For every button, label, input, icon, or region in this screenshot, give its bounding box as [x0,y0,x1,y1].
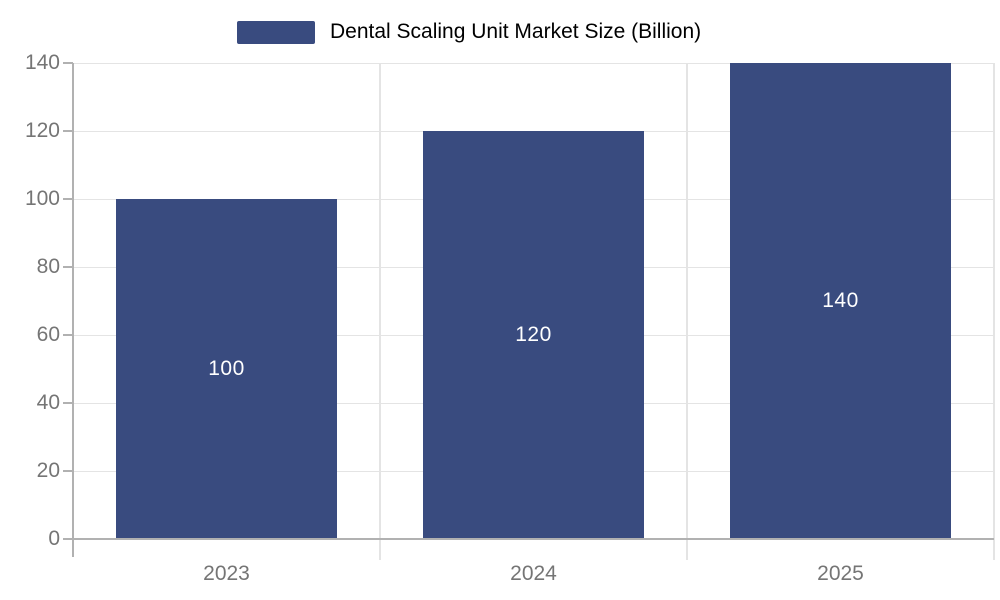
bar-2024[interactable] [423,131,644,539]
x-tick-label: 2023 [203,562,250,585]
y-tick-label: 20 [36,459,60,482]
bar-value-label: 120 [515,323,552,346]
legend-item[interactable]: Dental Scaling Unit Market Size (Billion… [237,20,701,44]
legend-swatch [237,20,315,44]
bar-2023[interactable] [116,199,337,539]
y-tick [63,470,73,472]
y-tick [63,538,73,540]
y-tick [63,266,73,268]
y-tick-label: 100 [24,187,60,210]
v-gridline [379,63,381,560]
y-tick [63,198,73,200]
bar-2025[interactable] [730,63,951,539]
y-tick [63,62,73,64]
x-tick-label: 2025 [817,562,864,585]
v-gridline [993,63,995,560]
y-tick-label: 80 [36,255,60,278]
bar-value-label: 140 [822,289,859,312]
y-tick [63,130,73,132]
y-tick-label: 120 [24,119,60,142]
legend-label: Dental Scaling Unit Market Size (Billion… [330,20,702,43]
y-tick [63,402,73,404]
y-tick-label: 140 [24,51,60,74]
h-gridline [73,62,994,64]
y-tick-label: 40 [36,391,60,414]
y-axis-line [71,63,74,557]
x-axis-line [71,538,994,540]
y-tick [63,334,73,336]
x-tick-label: 2024 [510,562,557,585]
bar-value-label: 100 [208,357,245,380]
y-tick-label: 60 [36,323,60,346]
y-tick-label: 0 [48,527,60,550]
v-gridline [686,63,688,560]
